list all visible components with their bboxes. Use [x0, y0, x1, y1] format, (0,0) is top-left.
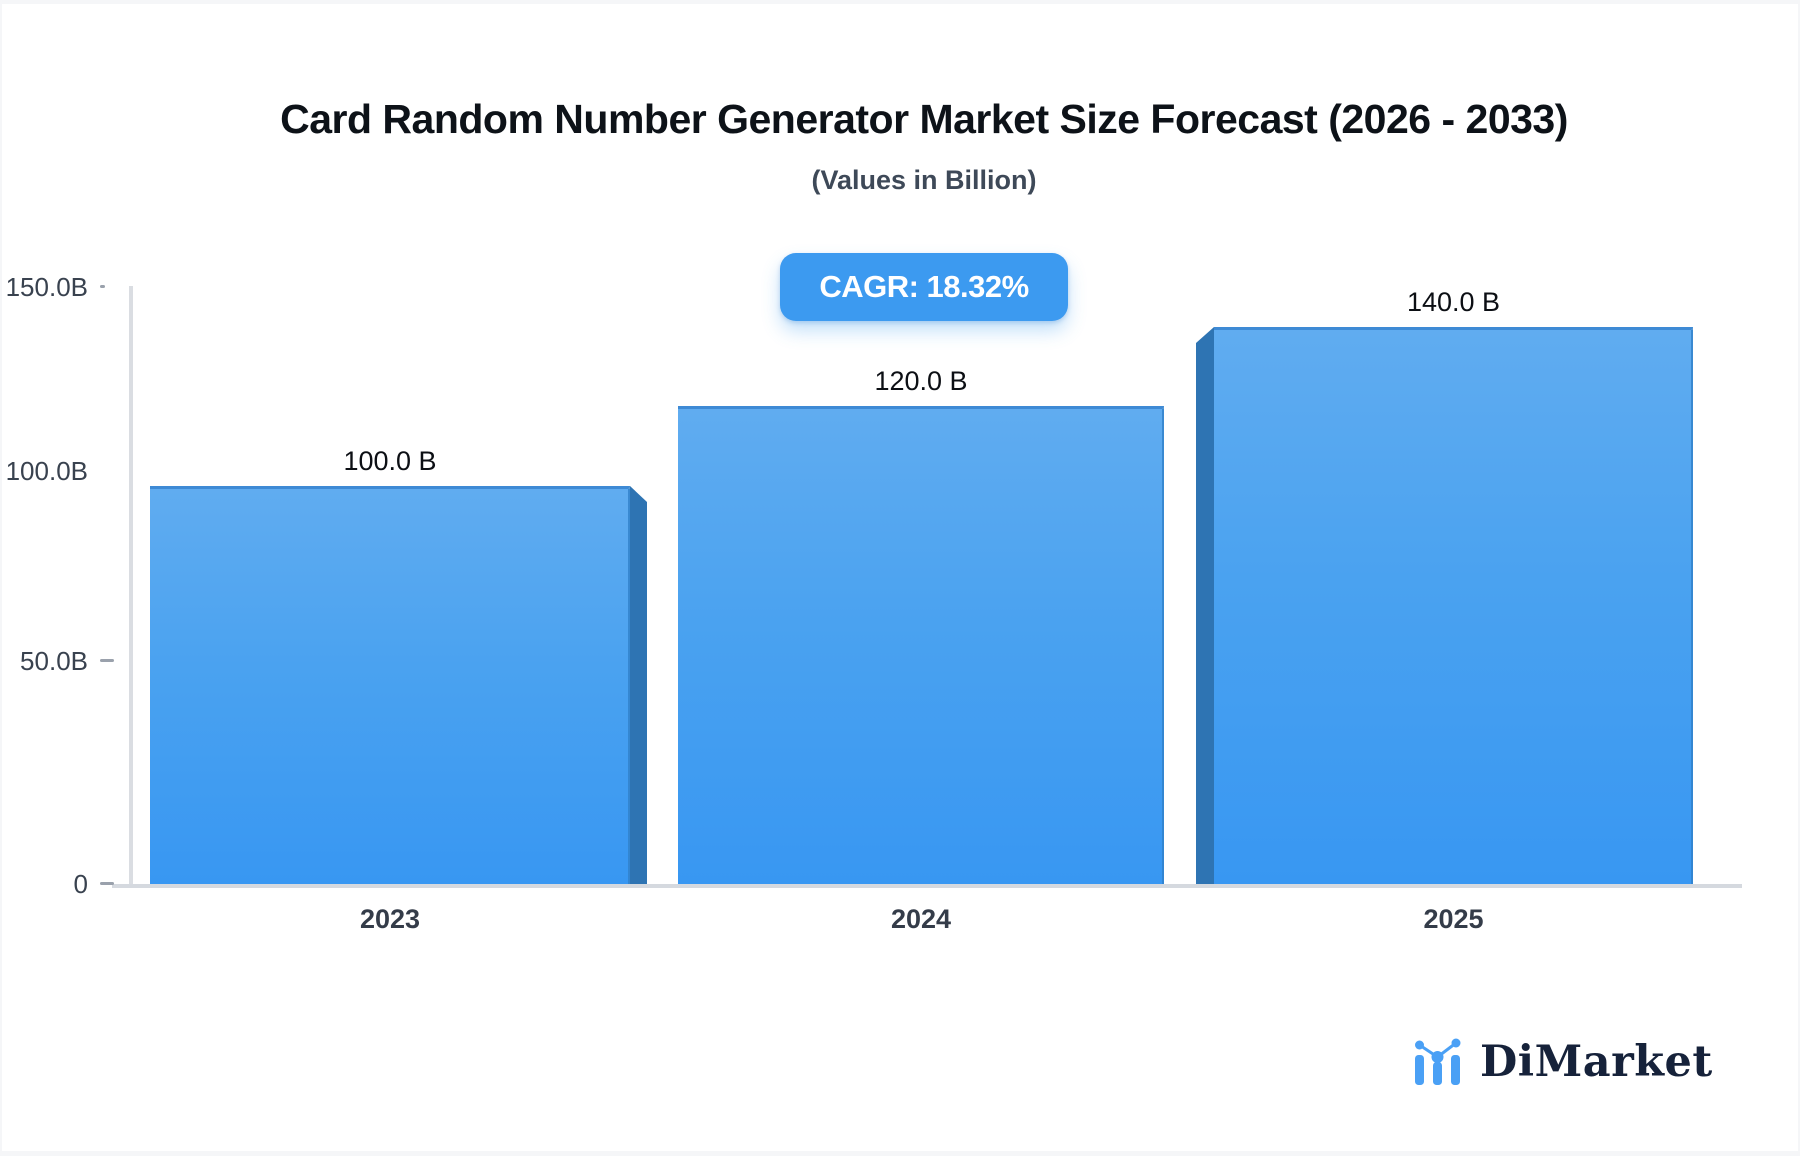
- bar-3d-side-2023: [630, 486, 647, 884]
- bar-value-label-2023: 100.0 B: [343, 446, 437, 476]
- x-axis-label-2025: 2025: [1423, 904, 1484, 934]
- chart-subtitle: (Values in Billion): [811, 165, 1037, 195]
- cagr-badge: CAGR: 18.32%: [780, 253, 1068, 321]
- bar-2024[interactable]: [678, 406, 1164, 884]
- bar-2023[interactable]: [150, 486, 630, 884]
- y-axis-tick-label: 150.0B: [5, 272, 88, 302]
- y-axis-tick-label: 100.0B: [5, 456, 88, 486]
- card-edge-top: [0, 0, 1800, 4]
- y-axis-tick-mark: [100, 659, 114, 662]
- bar-value-label-2024: 120.0 B: [874, 366, 968, 396]
- x-axis-label-2023: 2023: [359, 904, 421, 934]
- bar-2025[interactable]: [1214, 327, 1693, 884]
- bar-value-label-2025: 140.0 B: [1406, 287, 1501, 317]
- bar-3d-side-2025: [1196, 327, 1214, 884]
- card-edge-bottom: [0, 1151, 1800, 1156]
- bar-chart-logo-icon: [1415, 1038, 1461, 1085]
- y-axis-tick-mark: [100, 285, 105, 288]
- y-axis-tick-mark: [100, 882, 114, 885]
- y-axis-tick-label: 50.0B: [20, 646, 88, 676]
- card-edge-left: [0, 0, 2, 1156]
- card-edge-right: [1798, 0, 1800, 1156]
- x-axis-label-2024: 2024: [890, 904, 952, 934]
- cagr-badge-label: CAGR: 18.32%: [819, 269, 1029, 304]
- brand-logo: DiMarket: [1414, 1038, 1713, 1086]
- y-axis-line: [129, 286, 133, 885]
- y-axis-tick-label: 0: [73, 869, 88, 899]
- x-axis-line: [112, 884, 1742, 888]
- brand-name: DiMarket: [1480, 1036, 1713, 1087]
- chart-title: Card Random Number Generator Market Size…: [280, 96, 1568, 142]
